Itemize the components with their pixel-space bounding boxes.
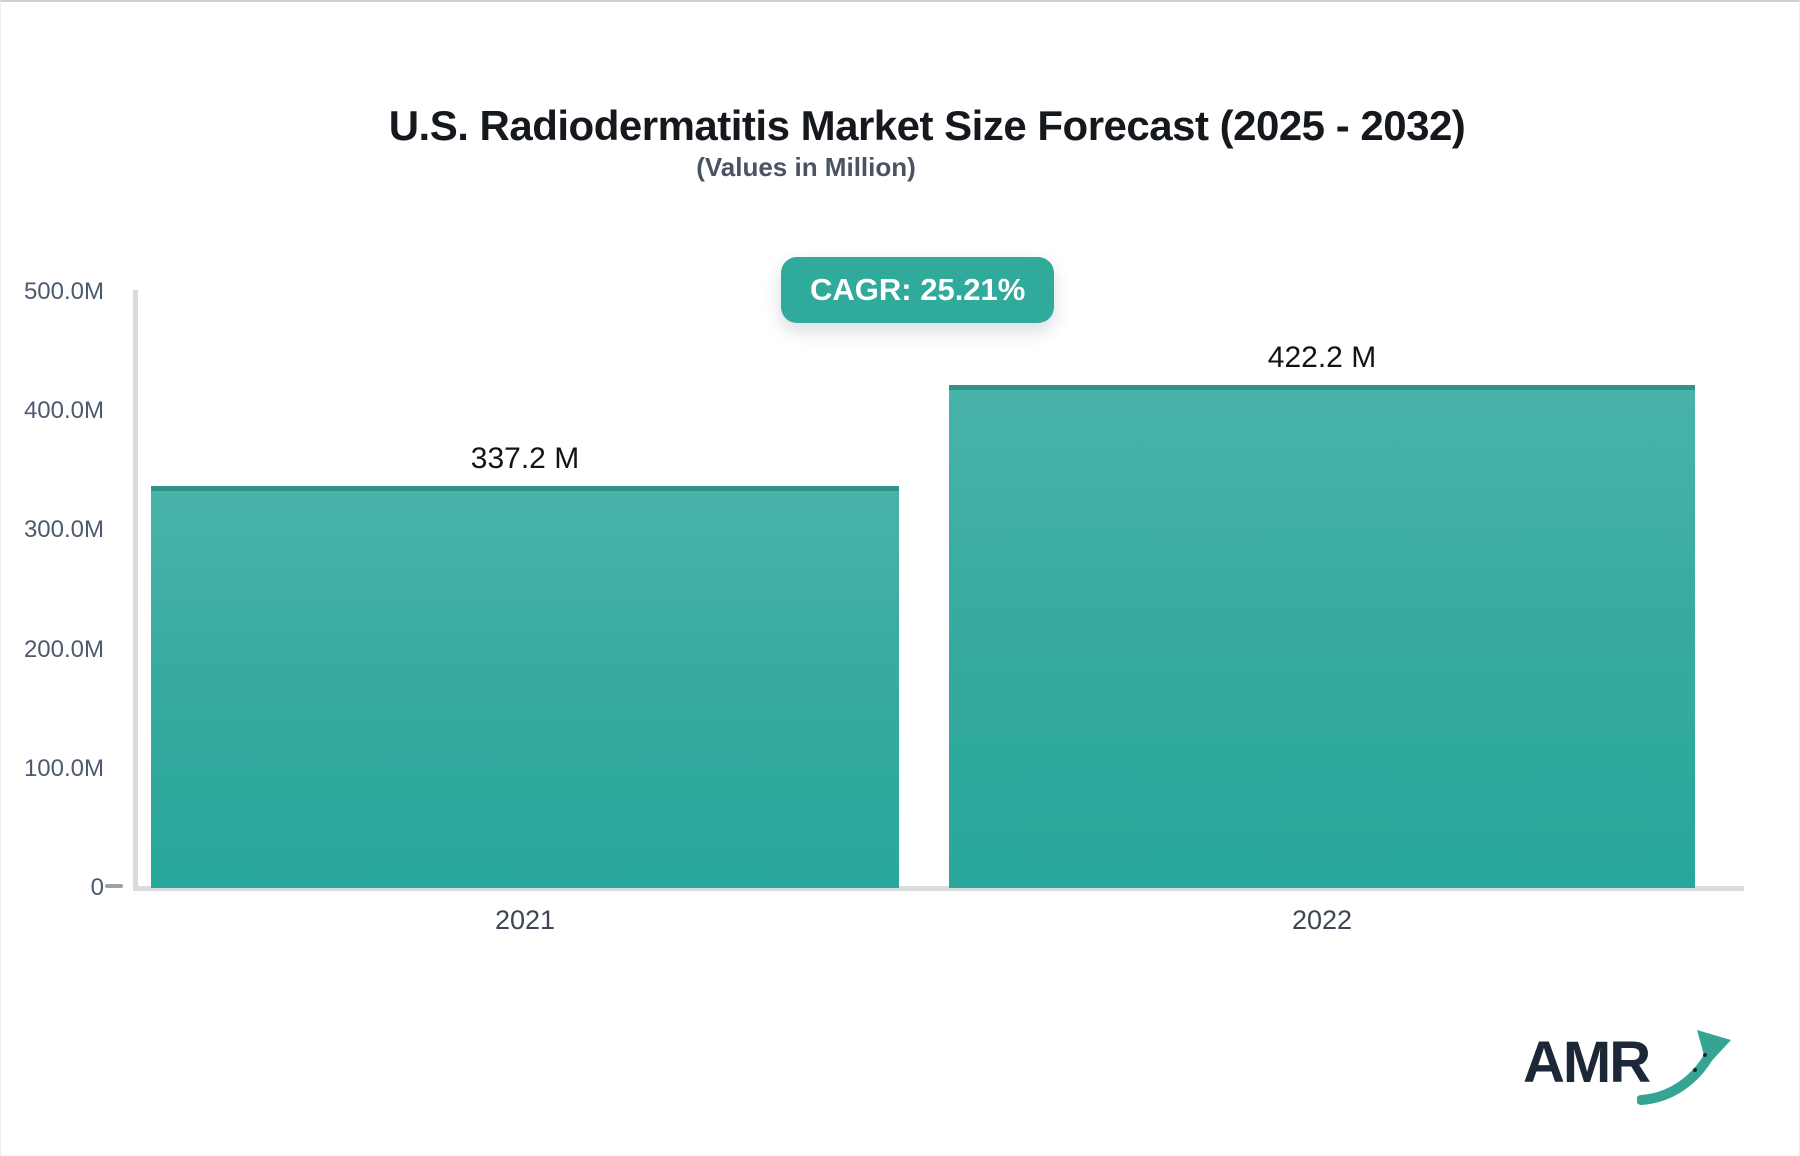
bar-2021[interactable]: [151, 486, 899, 888]
y-axis-tick-label: 300.0M: [23, 516, 104, 544]
chart-subtitle: (Values in Million): [696, 152, 916, 182]
y-axis-tick-label: 100.0M: [23, 754, 104, 782]
bar-value-label: 337.2 M: [470, 442, 580, 476]
x-axis-line: [133, 886, 1744, 891]
bar-2022[interactable]: [949, 384, 1695, 888]
growth-arrow-icon: [1637, 1030, 1732, 1105]
cagr-badge: CAGR: 25.21%: [781, 257, 1055, 323]
amr-logo: AMR: [1523, 1030, 1745, 1106]
amr-logo-text: AMR: [1523, 1030, 1651, 1095]
chart-title: U.S. Radiodermatitis Market Size Forecas…: [388, 102, 1466, 149]
y-axis-tick-label: 500.0M: [23, 278, 104, 305]
y-axis-line: [133, 290, 138, 890]
x-axis-label: 2021: [494, 905, 556, 935]
y-axis-tick-label: 400.0M: [23, 397, 104, 425]
bar-value-label: 422.2 M: [1267, 340, 1377, 374]
y-axis-tick-label: 200.0M: [23, 635, 104, 663]
zero-tick-mark: [105, 884, 123, 888]
y-axis-tick-label: 0: [90, 874, 104, 901]
x-axis-label: 2022: [1291, 905, 1353, 935]
